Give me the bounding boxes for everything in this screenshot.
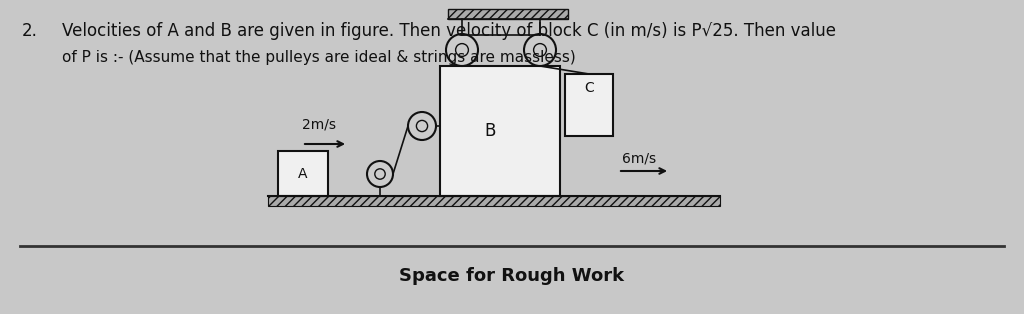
Text: Space for Rough Work: Space for Rough Work xyxy=(399,267,625,285)
Text: 2m/s: 2m/s xyxy=(302,118,336,132)
Text: C: C xyxy=(584,81,594,95)
Circle shape xyxy=(524,34,556,66)
Circle shape xyxy=(446,34,478,66)
Circle shape xyxy=(417,120,428,132)
Text: A: A xyxy=(298,166,308,181)
Bar xyxy=(449,9,568,19)
Circle shape xyxy=(408,112,436,140)
Text: 2.: 2. xyxy=(22,22,38,40)
Circle shape xyxy=(456,44,468,57)
Bar xyxy=(278,151,328,196)
Text: 6m/s: 6m/s xyxy=(622,152,656,166)
Bar xyxy=(440,66,560,196)
Text: Velocities of A and B are given in figure. Then velocity of block C (in m/s) is : Velocities of A and B are given in figur… xyxy=(62,22,836,40)
Text: B: B xyxy=(484,122,496,140)
Bar xyxy=(268,196,720,206)
Circle shape xyxy=(534,44,547,57)
Bar xyxy=(565,74,613,136)
Circle shape xyxy=(367,161,393,187)
Text: of P is :- (Assume that the pulleys are ideal & strings are massless): of P is :- (Assume that the pulleys are … xyxy=(62,50,575,65)
Circle shape xyxy=(375,169,385,179)
